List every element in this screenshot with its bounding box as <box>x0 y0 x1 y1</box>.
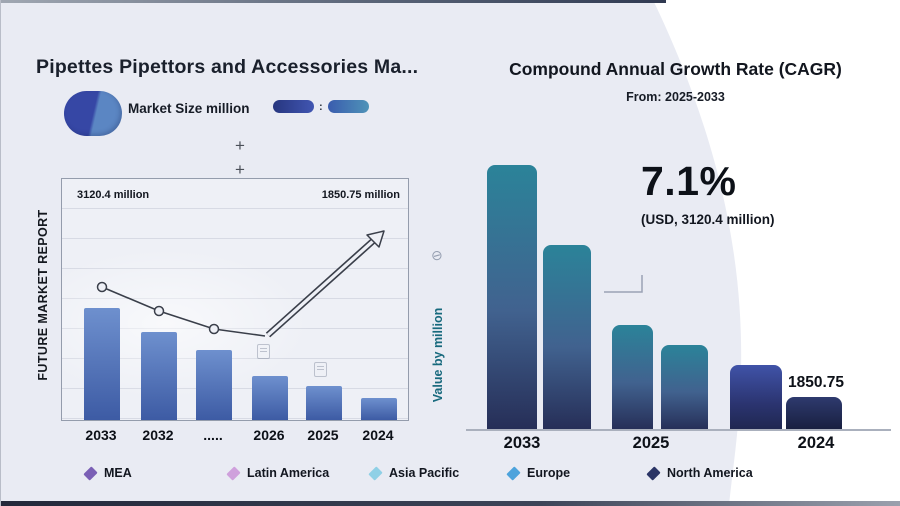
bottom-accent-strip <box>1 501 900 506</box>
legend-item-europe: Europe <box>506 465 571 481</box>
legend-label: North America <box>667 466 753 480</box>
value-2024-label: 1850.75 <box>788 374 845 391</box>
legend-diamond-icon <box>506 465 521 481</box>
x-axis-label: 2025 <box>307 427 339 443</box>
x-axis-label: 2024 <box>797 434 835 452</box>
trend-arrow <box>96 230 385 338</box>
x-axis-label: 2024 <box>362 427 394 443</box>
clipboard-icon <box>257 344 270 359</box>
x-axis-label: ..... <box>203 427 223 443</box>
market-size-bar-2026 <box>252 376 288 420</box>
plus-icon: + <box>235 160 245 179</box>
legend-item-north-america: North America <box>646 465 753 481</box>
cagr-title: Compound Annual Growth Rate (CAGR) <box>509 59 842 79</box>
legend-diamond-icon <box>646 465 661 481</box>
pill-icon <box>64 91 122 136</box>
x-axis-label: 2032 <box>142 427 174 443</box>
legend-item-mea: MEA <box>83 465 132 481</box>
cagr-percentage: 7.1% <box>641 158 737 204</box>
start-value-label: 3120.4 million <box>77 189 150 201</box>
legend-label: Europe <box>527 466 571 480</box>
future-market-report-watermark: FUTURE MARKET REPORT <box>36 209 50 381</box>
legend-label: Asia Pacific <box>389 466 460 480</box>
page-title: Pipettes Pipettors and Accessories Ma... <box>36 56 419 78</box>
clipboard-icon <box>314 362 327 377</box>
cagr-bar-2033-2 <box>543 245 591 430</box>
market-size-label: Market Size million <box>128 101 250 116</box>
legend-label: Latin America <box>247 466 330 480</box>
legend-label: MEA <box>104 466 132 480</box>
cagr-caption: (USD, 3120.4 million) <box>641 212 775 227</box>
legend-diamond-icon <box>226 465 241 481</box>
market-size-bar-2033 <box>84 308 120 420</box>
cagr-bar-2025-2 <box>661 345 708 430</box>
end-value-label: 1850.75 million <box>321 189 400 201</box>
minus-circle-icon: ⊖ <box>428 245 445 265</box>
x-axis-label: 2025 <box>632 434 670 452</box>
top-accent-strip <box>1 0 666 3</box>
legend-item-latin-america: Latin America <box>226 465 330 481</box>
cagr-period: From: 2025-2033 <box>626 90 725 104</box>
ratio-pills-icon: : <box>273 100 369 113</box>
y-axis-label: Value by million <box>431 307 445 403</box>
cagr-bar-2025-1 <box>612 325 653 430</box>
legend-diamond-icon <box>83 465 98 481</box>
x-axis-label: 2026 <box>253 427 285 443</box>
x-axis-label: 2033 <box>85 427 117 443</box>
market-size-bar-2025 <box>306 386 342 420</box>
ratio-pill-right-icon <box>327 100 369 113</box>
market-size-bar-2024 <box>361 398 397 420</box>
cagr-bar-2033-1 <box>487 165 537 430</box>
market-size-chart: 3120.4 million 1850.75 million <box>61 178 409 421</box>
ratio-pill-left-icon <box>273 100 314 113</box>
plus-icon: + <box>235 136 245 155</box>
legend-item-asia-pacific: Asia Pacific <box>368 465 460 481</box>
corner-bracket-icon <box>604 275 643 293</box>
market-size-bar-..... <box>196 350 232 420</box>
market-size-bar-2032 <box>141 332 177 420</box>
x-axis-label: 2033 <box>503 434 541 452</box>
cagr-bar-2024-2 <box>786 397 842 430</box>
x-axis-line <box>466 429 891 431</box>
cagr-bar-2024-1 <box>730 365 782 430</box>
legend-diamond-icon <box>368 465 383 481</box>
